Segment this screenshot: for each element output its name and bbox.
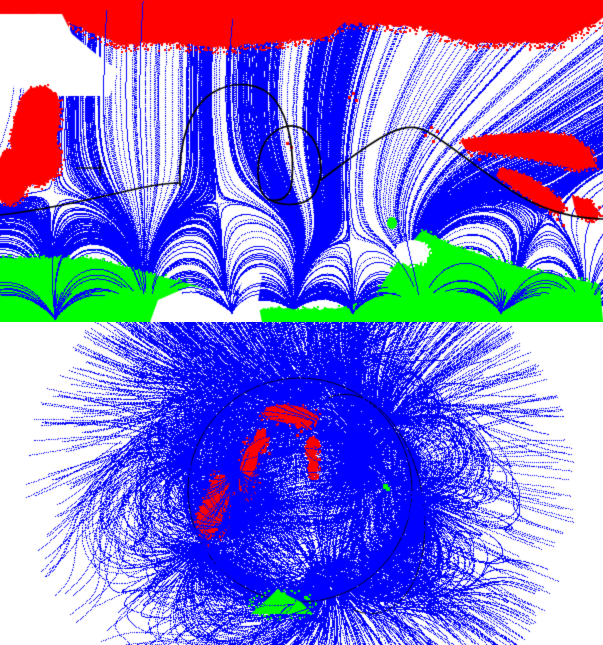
spherical-field-canvas <box>0 322 603 645</box>
cartesian-field-canvas <box>0 0 603 322</box>
spherical-panel <box>0 322 603 645</box>
cartesian-panel <box>0 0 603 322</box>
